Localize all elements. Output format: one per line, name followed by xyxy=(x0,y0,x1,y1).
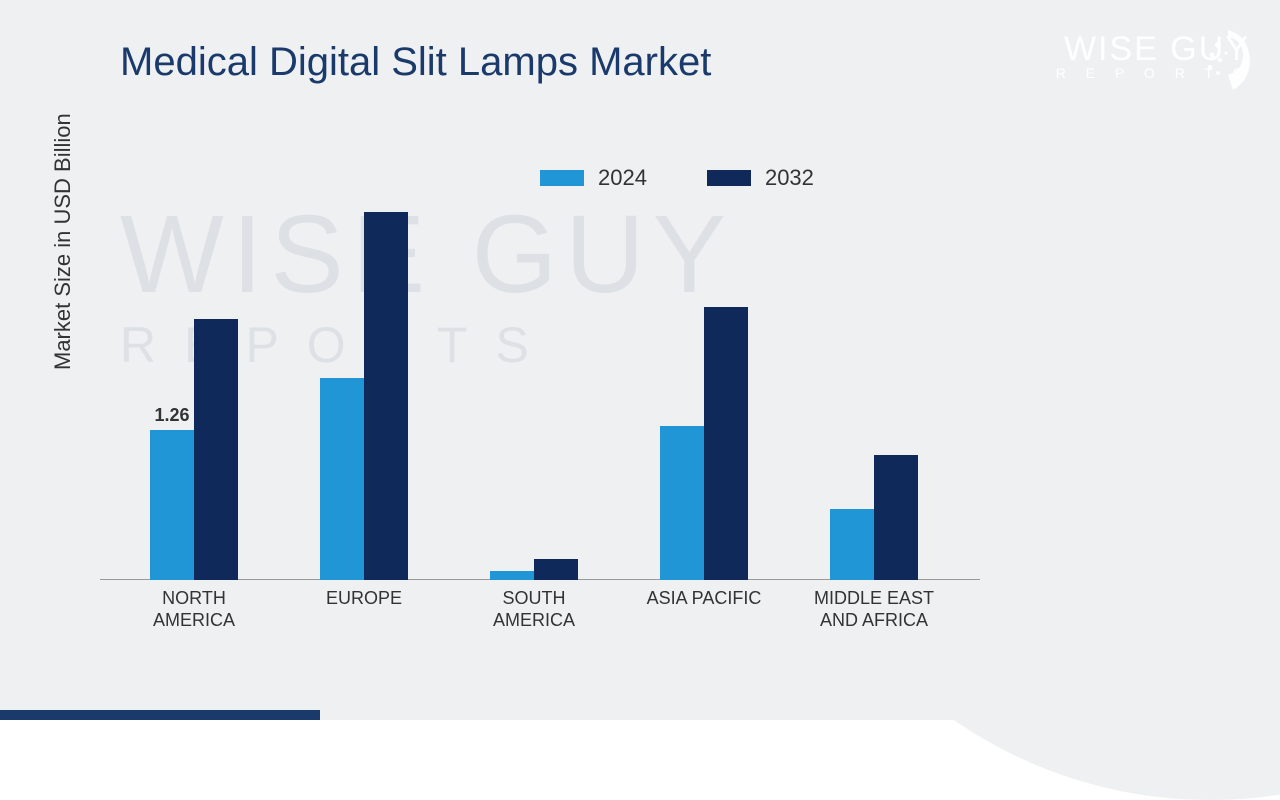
bar xyxy=(194,319,238,580)
legend-item-2024: 2024 xyxy=(540,165,647,191)
x-axis-label: MIDDLE EAST AND AFRICA xyxy=(804,588,944,631)
y-axis-label: Market Size in USD Billion xyxy=(50,113,76,370)
bar-value-label: 1.26 xyxy=(154,405,189,426)
chart-legend: 2024 2032 xyxy=(540,165,814,191)
legend-label-2024: 2024 xyxy=(598,165,647,191)
x-axis-label: SOUTH AMERICA xyxy=(464,588,604,631)
bar xyxy=(660,426,704,580)
legend-swatch-2024 xyxy=(540,170,584,186)
x-axis-label: EUROPE xyxy=(294,588,434,610)
right-brand-panel xyxy=(960,0,1280,720)
bar xyxy=(830,509,874,580)
bar xyxy=(874,455,918,580)
bar xyxy=(320,378,364,580)
bar xyxy=(534,559,578,580)
bar xyxy=(704,307,748,580)
bar: 1.26 xyxy=(150,430,194,580)
bar xyxy=(490,571,534,581)
chart-plot-area: 1.26NORTH AMERICAEUROPESOUTH AMERICAASIA… xyxy=(100,200,980,580)
bar xyxy=(364,212,408,580)
legend-label-2032: 2032 xyxy=(765,165,814,191)
chart-title: Medical Digital Slit Lamps Market xyxy=(120,40,711,85)
x-axis-label: ASIA PACIFIC xyxy=(634,588,774,610)
legend-item-2032: 2032 xyxy=(707,165,814,191)
bottom-accent-bar xyxy=(0,710,320,720)
x-axis-label: NORTH AMERICA xyxy=(124,588,264,631)
legend-swatch-2032 xyxy=(707,170,751,186)
logo-head-icon xyxy=(1198,25,1258,95)
brand-logo: WISE GUY R E P O R T S xyxy=(1056,30,1250,81)
